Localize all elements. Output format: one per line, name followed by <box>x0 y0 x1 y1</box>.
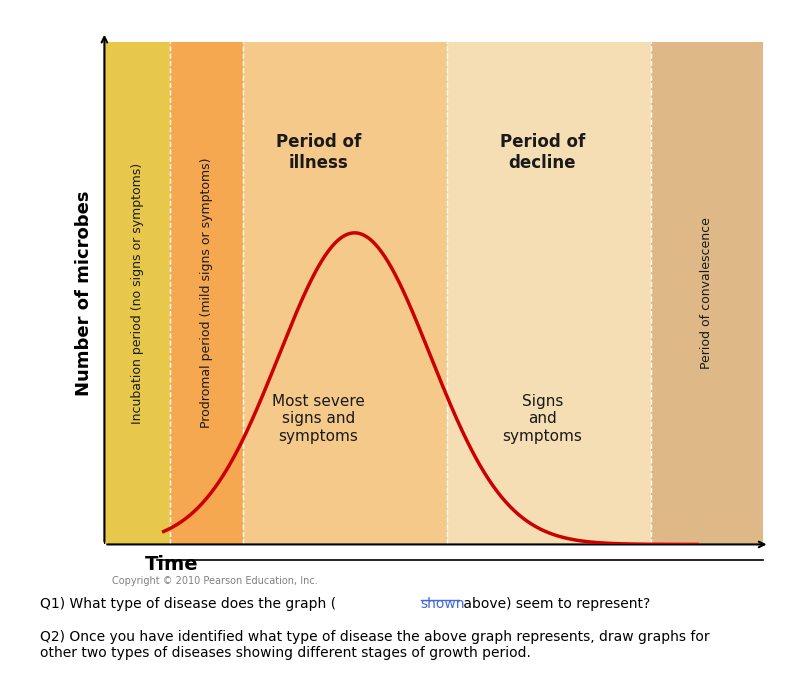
Y-axis label: Number of microbes: Number of microbes <box>75 191 93 396</box>
Text: Signs
and
symptoms: Signs and symptoms <box>502 394 581 444</box>
Text: Period of
decline: Period of decline <box>499 133 584 172</box>
Bar <box>170 42 242 544</box>
Bar <box>446 42 650 544</box>
Bar <box>104 42 170 544</box>
Text: Q1) What type of disease does the graph (: Q1) What type of disease does the graph … <box>40 597 340 611</box>
Text: Most severe
signs and
symptoms: Most severe signs and symptoms <box>272 394 364 444</box>
Text: Period of
illness: Period of illness <box>275 133 361 172</box>
Text: Time: Time <box>144 555 198 574</box>
Text: shown: shown <box>420 597 464 611</box>
Text: Q2) Once you have identified what type of disease the above graph represents, dr: Q2) Once you have identified what type o… <box>40 630 709 660</box>
Text: Incubation period (no signs or symptoms): Incubation period (no signs or symptoms) <box>131 163 144 424</box>
Text: Period of convalescence: Period of convalescence <box>699 217 712 369</box>
Bar <box>650 42 762 544</box>
Text: Copyright © 2010 Pearson Education, Inc.: Copyright © 2010 Pearson Education, Inc. <box>112 576 318 586</box>
Bar <box>242 42 446 544</box>
Text: above) seem to represent?: above) seem to represent? <box>458 597 649 611</box>
Text: Prodromal period (mild signs or symptoms): Prodromal period (mild signs or symptoms… <box>200 158 213 429</box>
